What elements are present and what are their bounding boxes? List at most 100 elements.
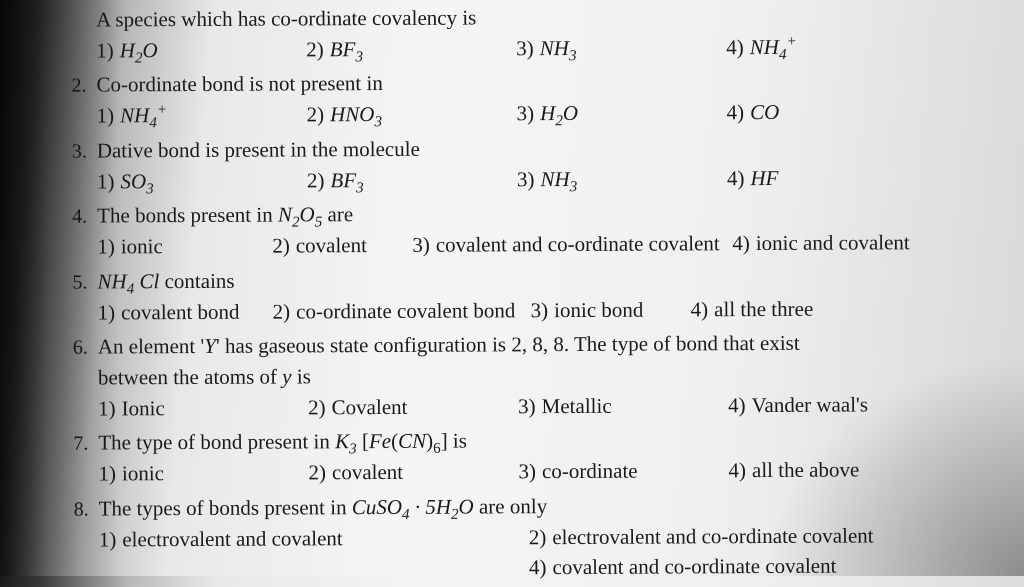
opt-label: 2)	[529, 521, 547, 554]
opt-label: 2)	[273, 295, 291, 328]
opt-label: 4)	[728, 454, 746, 487]
opt-label: 1)	[98, 296, 116, 329]
q7-o1: ionic	[122, 458, 164, 491]
f1: K	[335, 430, 349, 454]
q4-opt2: 2)covalent	[272, 229, 412, 262]
s2: 2	[451, 507, 459, 523]
t3: between the atoms of	[98, 365, 282, 390]
q1-opt3: 3) NH3	[516, 31, 726, 65]
worksheet-page: A species which has co-ordinate covalenc…	[0, 0, 1024, 587]
q4-opt3: 3)covalent and co-ordinate covalent	[412, 227, 732, 261]
s: 4	[127, 281, 135, 297]
opt-label: 3)	[516, 32, 534, 65]
sp: +	[786, 33, 796, 49]
s: 3	[570, 179, 578, 195]
opt-label: 4)	[727, 96, 745, 129]
q7-o3: co-ordinate	[542, 455, 638, 488]
sp: +	[157, 102, 167, 118]
q8-opt2: 2)electrovalent and co-ordinate covalent	[529, 519, 874, 553]
t4: is	[292, 365, 311, 389]
opt-label: 1)	[97, 231, 115, 264]
opt-label: 2)	[308, 457, 326, 490]
opt-label: 1)	[98, 458, 116, 491]
f: CuSO4 · 5H2O	[352, 494, 474, 519]
f: H	[540, 101, 555, 125]
f: HNO	[330, 102, 374, 126]
q4-opt1: 1)ionic	[97, 230, 272, 263]
t4: )	[426, 429, 433, 453]
opt-label: 4)	[727, 162, 745, 195]
q6-o1: Ionic	[122, 392, 165, 425]
f: H	[120, 38, 135, 62]
t2: are	[322, 202, 353, 226]
opt-label: 2)	[308, 391, 326, 424]
q7-number: 7.	[52, 429, 98, 460]
q8-options-r2: 4)covalent and co-ordinate covalent	[99, 549, 987, 586]
opt-label: 3)	[517, 97, 535, 130]
opt-label: 4)	[728, 389, 746, 422]
opt-label: 3)	[412, 229, 430, 262]
opt-label: 4)	[726, 31, 744, 64]
q5-opt2: 2)co-ordinate covalent bond	[273, 294, 531, 328]
f2: O	[299, 203, 314, 227]
opt-label: 1)	[96, 34, 114, 67]
q1-o1: H2O	[120, 34, 158, 67]
q8-o4: covalent and co-ordinate covalent	[552, 550, 836, 584]
y: Y	[204, 334, 216, 358]
q2-o2: HNO3	[330, 98, 382, 131]
f2: Cl	[134, 269, 159, 293]
opt-label: 3)	[518, 456, 536, 489]
f: NH	[540, 36, 569, 60]
t2: [	[357, 429, 369, 453]
q4-options: 1)ionic 2)covalent 3)covalent and co-ord…	[97, 226, 985, 263]
q4-o2: covalent	[296, 229, 367, 262]
fe: Fe	[369, 429, 391, 453]
f2: O	[563, 101, 578, 125]
q1-options: 1) H2O 2) BF3 3) NH3 4) NH4+	[96, 29, 984, 66]
q1-opt4: 4) NH4+	[726, 30, 936, 64]
d: · 5	[409, 495, 435, 519]
q1-o4: NH4+	[750, 30, 797, 63]
q8-options-r1: 1)electrovalent and covalent 2)electrova…	[99, 519, 987, 556]
q3-o1: SO3	[120, 165, 153, 198]
opt-label: 1)	[99, 523, 117, 556]
q6-opt3: 3)Metallic	[518, 389, 728, 423]
q3-number: 3.	[51, 136, 97, 167]
q7-opt2: 2)covalent	[308, 456, 518, 490]
opt-label: 4)	[691, 293, 709, 326]
f: NH	[120, 103, 149, 127]
q8-opt1: 1)electrovalent and covalent	[99, 521, 529, 556]
cn: CN	[398, 429, 426, 453]
f2: O	[142, 38, 157, 62]
q6-options: 1)Ionic 2)Covalent 3)Metallic 4)Vander w…	[98, 388, 986, 425]
q5-number: 5.	[51, 267, 97, 298]
s: 3	[374, 114, 382, 130]
q5-options: 1)covalent bond 2)co-ordinate covalent b…	[98, 292, 986, 329]
q4-o1: ionic	[121, 230, 163, 263]
q8-o2: electrovalent and co-ordinate covalent	[552, 519, 873, 553]
q6-opt1: 1)Ionic	[98, 391, 308, 425]
opt-label: 3)	[531, 294, 549, 327]
s: 3	[355, 49, 363, 65]
f1: N	[278, 203, 292, 227]
f: NH	[750, 34, 779, 58]
f: SO	[120, 169, 146, 193]
f: K3	[335, 430, 357, 454]
q7-opt4: 4)all the above	[728, 453, 938, 487]
opt-label: 2)	[272, 230, 290, 263]
q7-opt3: 3)co-ordinate	[518, 455, 728, 489]
t2: ' has gaseous state configuration is 2, …	[216, 331, 800, 358]
q1-o2: BF3	[330, 33, 363, 66]
q6-opt2: 2)Covalent	[308, 390, 518, 424]
q6-o2: Covalent	[332, 391, 408, 424]
t1: The types of bonds present in	[99, 495, 352, 520]
q7-opt1: 1)ionic	[98, 457, 308, 491]
f: NH	[540, 167, 569, 191]
q5-opt4: 4)all the three	[691, 292, 881, 326]
q2-o1: NH4+	[120, 99, 167, 132]
opt-label: 4)	[732, 227, 750, 260]
q6-o3: Metallic	[542, 390, 612, 423]
opt-label: 2)	[307, 164, 325, 197]
q3-o4: HF	[750, 162, 778, 195]
q1-opt2: 2) BF3	[306, 32, 516, 66]
